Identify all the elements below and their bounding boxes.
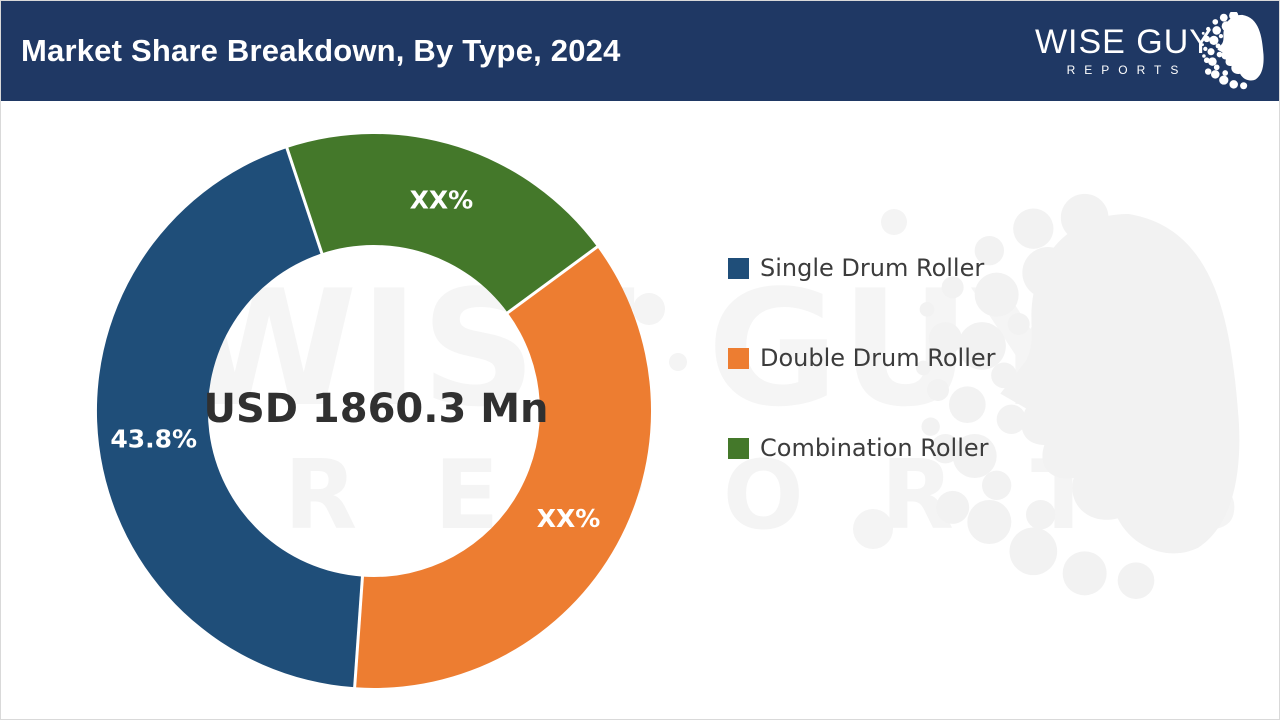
page-title: Market Share Breakdown, By Type, 2024 <box>21 33 621 68</box>
segment-value-label: XX% <box>537 504 601 533</box>
watermark-dot <box>881 209 907 235</box>
watermark-dot <box>633 293 665 325</box>
legend-swatch-combination-roller <box>728 437 749 459</box>
segment-divider <box>284 145 324 256</box>
donut-segment-double-drum-roller <box>354 246 652 688</box>
legend-label: Double Drum Roller <box>760 344 996 372</box>
donut-segment-single-drum-roller <box>96 148 363 688</box>
watermark-dot <box>669 353 687 371</box>
watermark-dot <box>853 509 893 549</box>
legend-swatch-single-drum-roller <box>728 257 749 279</box>
segment-value-label: XX% <box>410 186 474 215</box>
segment-divider <box>505 244 600 316</box>
legend-label: Single Drum Roller <box>760 254 985 282</box>
wise-guy-reports-logo: WISE GUY REPORTS <box>1035 12 1265 90</box>
chart-legend: Single Drum Roller Double Drum Roller Co… <box>728 254 996 525</box>
header-bar: Market Share Breakdown, By Type, 2024 WI… <box>1 1 1279 101</box>
logo-name: WISE GUY <box>1034 23 1213 61</box>
donut-segment-combination-roller <box>286 133 598 313</box>
segment-divider <box>353 574 365 690</box>
legend-item-double-drum-roller: Double Drum Roller <box>728 344 996 372</box>
segment-value-label: 43.8% <box>110 425 197 454</box>
legend-item-combination-roller: Combination Roller <box>728 434 996 462</box>
legend-item-single-drum-roller: Single Drum Roller <box>728 254 996 282</box>
logo-text: WISE GUY REPORTS <box>1035 25 1213 77</box>
legend-swatch-double-drum-roller <box>728 347 749 369</box>
logo-face-icon <box>1201 12 1264 90</box>
logo-tagline: REPORTS <box>1066 63 1188 77</box>
chart-center-value: USD 1860.3 Mn <box>203 386 549 432</box>
legend-label: Combination Roller <box>760 434 989 462</box>
